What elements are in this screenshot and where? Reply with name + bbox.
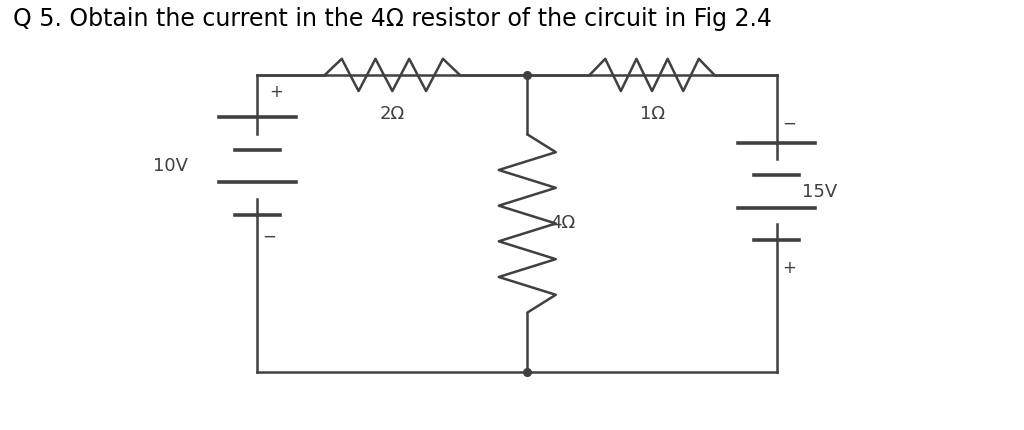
Text: +: + bbox=[268, 83, 283, 101]
Text: 4Ω: 4Ω bbox=[550, 215, 574, 233]
Text: −: − bbox=[782, 115, 796, 133]
Text: −: − bbox=[263, 227, 276, 245]
Text: 2Ω: 2Ω bbox=[380, 104, 404, 123]
Text: +: + bbox=[782, 259, 796, 277]
Text: 1Ω: 1Ω bbox=[640, 104, 665, 123]
Text: 15V: 15V bbox=[802, 183, 838, 201]
Text: Q 5. Obtain the current in the 4Ω resistor of the circuit in Fig 2.4: Q 5. Obtain the current in the 4Ω resist… bbox=[13, 7, 772, 31]
Text: 10V: 10V bbox=[154, 157, 188, 175]
